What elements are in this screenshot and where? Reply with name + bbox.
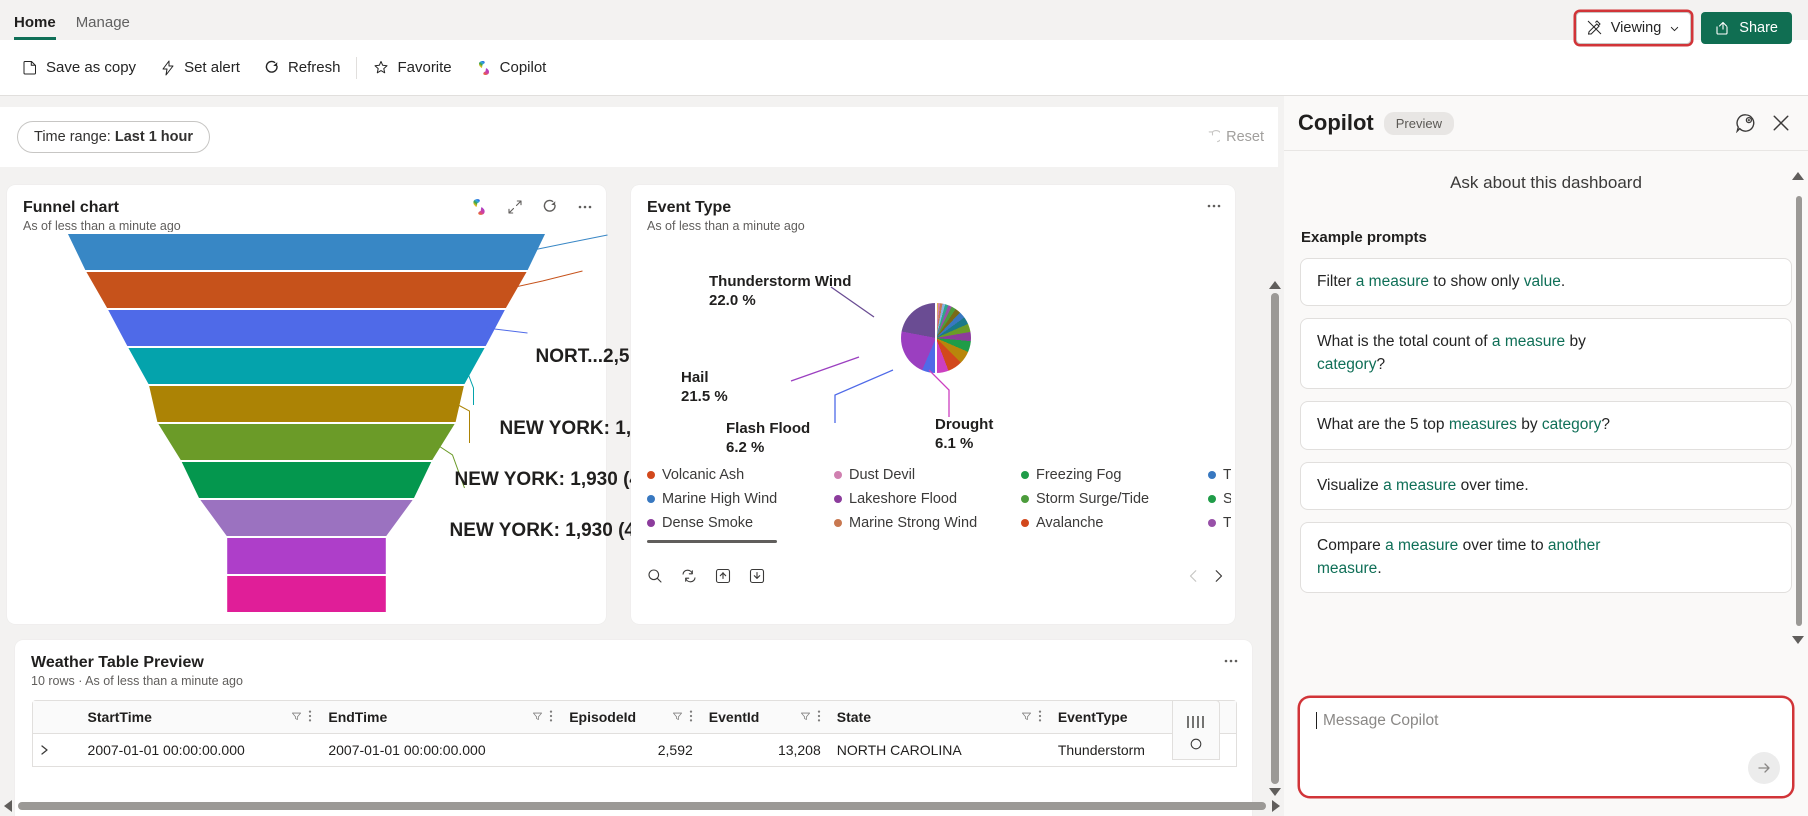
svg-text:NEW YORK: 1,930 (4: NEW YORK: 1,930 (4	[455, 469, 641, 490]
svg-text:NORT...2,5: NORT...2,5	[536, 346, 630, 367]
svg-text:NEW YORK: 1,93: NEW YORK: 1,93	[500, 418, 653, 439]
svg-text:NEW YORK: 1,930 (4: NEW YORK: 1,930 (4	[450, 520, 636, 541]
